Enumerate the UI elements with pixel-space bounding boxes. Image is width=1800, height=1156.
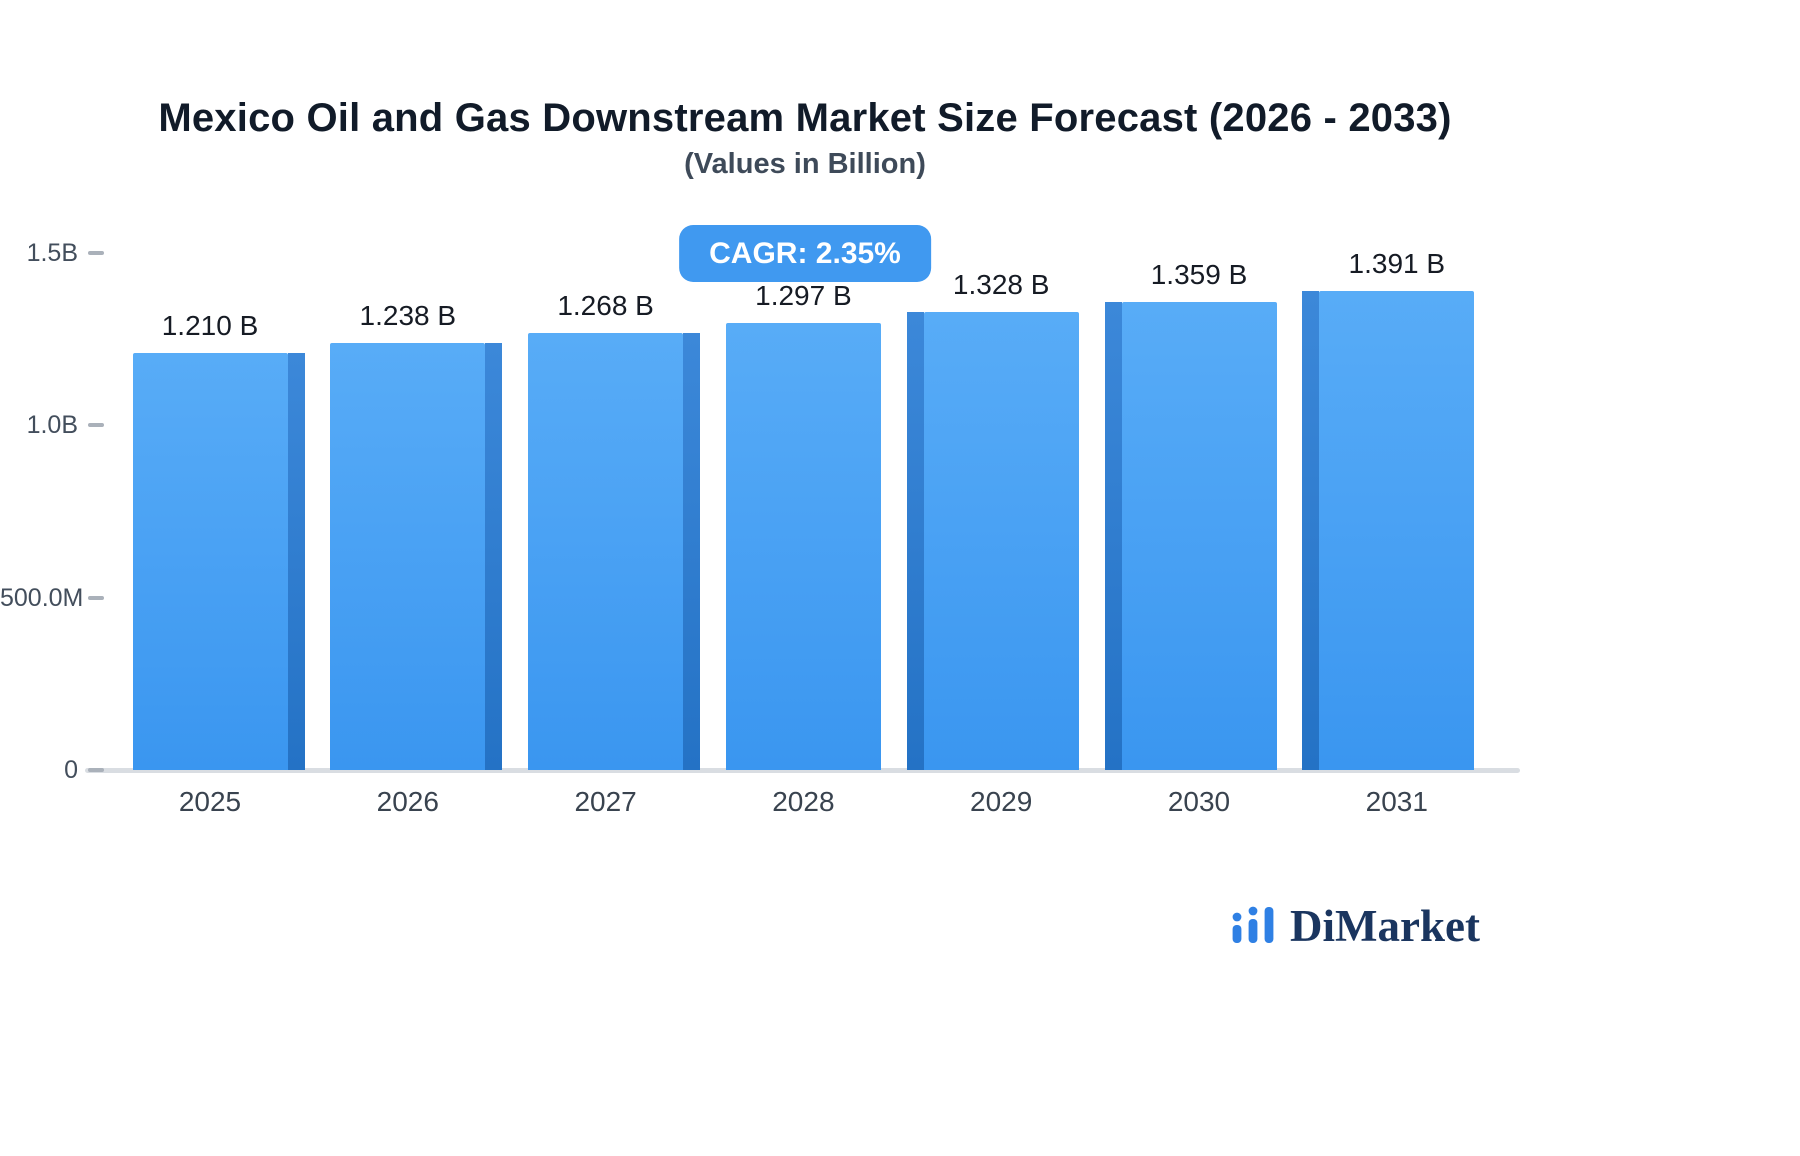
y-axis-tick-dash: [88, 423, 104, 428]
bar-value-label: 1.391 B: [1348, 247, 1446, 279]
bar-side-face: [906, 312, 924, 770]
page-subtitle: (Values in Billion): [684, 148, 926, 180]
x-axis-label: 2026: [376, 786, 439, 817]
x-axis-label: 2031: [1365, 786, 1428, 817]
x-axis-label: 2027: [574, 786, 637, 817]
bar-side-face: [683, 332, 701, 770]
bar: [528, 332, 684, 770]
page-title: Mexico Oil and Gas Downstream Market Siz…: [158, 96, 1452, 140]
bar: [725, 322, 881, 770]
x-axis-line: [85, 768, 1520, 773]
y-axis-tick-label: 1.5B: [26, 239, 78, 267]
bar: [132, 352, 288, 770]
bar-value-label: 1.328 B: [952, 269, 1050, 301]
bar: [1121, 301, 1277, 770]
y-axis-tick-dash: [88, 251, 104, 255]
bar-side-face: [1104, 301, 1122, 770]
bar-side-face: [1302, 290, 1320, 770]
bar-chart-logo-icon: [1228, 901, 1278, 951]
x-axis-label: 2030: [1167, 786, 1231, 817]
y-axis-tick-label: 500.0M: [0, 583, 84, 612]
bar-value-label: 1.210 B: [161, 309, 259, 341]
x-axis-label: 2025: [178, 786, 242, 817]
y-axis-tick-dash: [88, 595, 104, 600]
bar-side-face: [485, 343, 503, 770]
x-axis-label: 2029: [970, 786, 1033, 817]
bar-side-face: [287, 352, 305, 770]
bar-value-label: 1.297 B: [755, 279, 852, 311]
bar-value-label: 1.238 B: [359, 300, 457, 332]
y-axis-tick-label: 0: [64, 756, 78, 784]
x-axis-label: 2028: [772, 786, 835, 817]
cagr-badge: CAGR: 2.35%: [679, 225, 931, 282]
y-axis-tick-dash: [88, 768, 104, 772]
bar: [923, 312, 1079, 770]
brand-name: DiMarket: [1290, 900, 1480, 951]
dimarket-logo: DiMarket: [1228, 901, 1480, 951]
bar: [1319, 290, 1475, 770]
y-axis-tick-label: 1.0B: [26, 411, 78, 440]
bar-value-label: 1.359 B: [1150, 258, 1248, 290]
bar: [330, 343, 486, 770]
bar-value-label: 1.268 B: [557, 289, 654, 321]
